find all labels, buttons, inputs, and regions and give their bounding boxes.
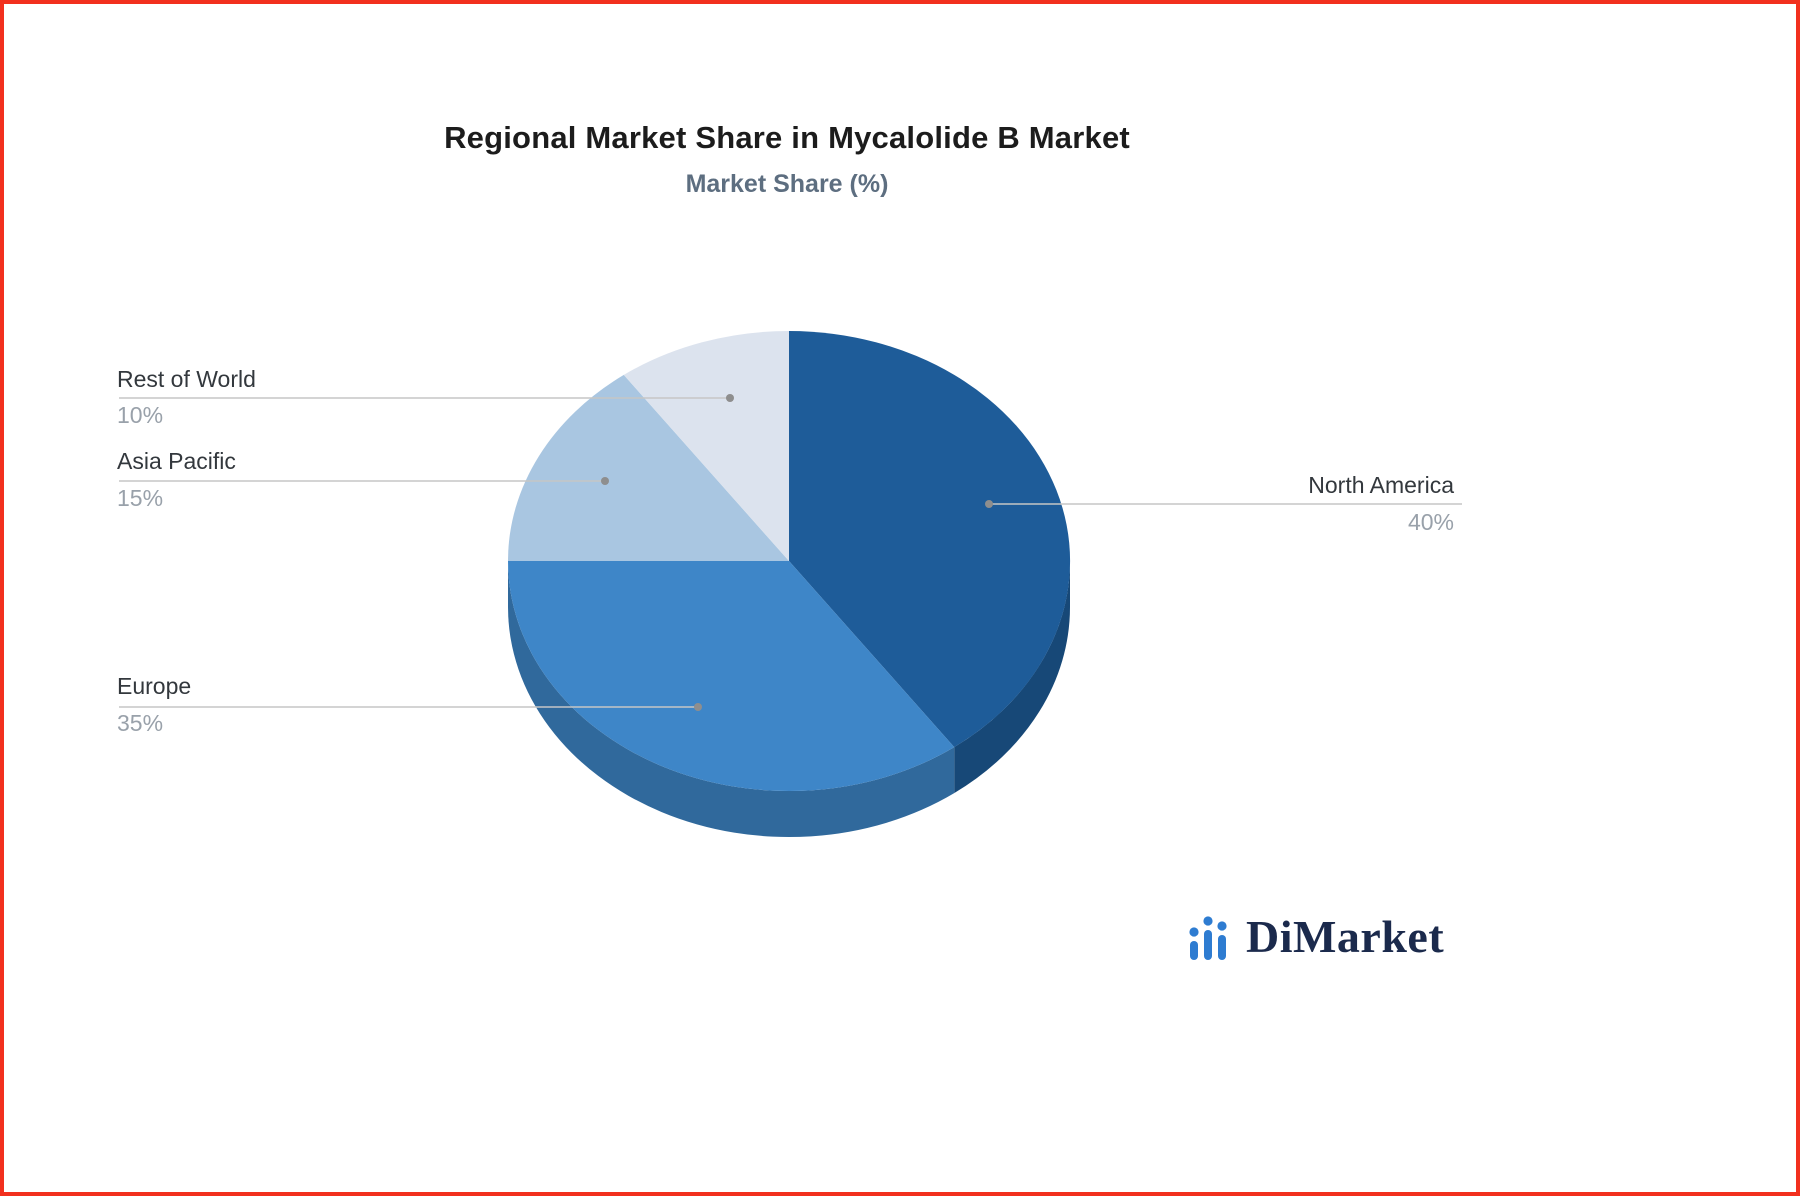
callout-label-north-america: North America — [1308, 472, 1454, 498]
bar-chart-logo-icon — [1189, 916, 1227, 960]
pie-slice-side-north-america — [954, 561, 1070, 794]
pie-slice-north-america — [789, 331, 1071, 748]
chart-title: Regional Market Share in Mycalolide B Ma… — [444, 120, 1130, 155]
pie-slice-side-europe — [507, 561, 955, 838]
callout-value-europe: 35% — [117, 710, 164, 736]
brand-logo: DiMarket — [1187, 907, 1444, 963]
callout-value-asia-pacific: 15% — [117, 485, 164, 511]
callout-label-asia-pacific: Asia Pacific — [117, 448, 236, 474]
callout-label-rest-of-world: Rest of World — [117, 366, 256, 392]
leader-dot-north-america — [985, 500, 993, 508]
pie-slice-rest-of-world — [623, 331, 789, 561]
pie-slices — [507, 331, 1071, 838]
brand-logo-text: DiMarket — [1246, 911, 1445, 962]
leader-dot-rest-of-world — [726, 394, 734, 402]
pie-slice-europe — [507, 561, 955, 792]
leader-dot-europe — [694, 703, 702, 711]
callout-leader-lines — [119, 394, 1462, 711]
callout-value-rest-of-world: 10% — [117, 402, 164, 428]
chart-subtitle: Market Share (%) — [685, 170, 889, 198]
pie-slice-asia-pacific — [508, 374, 789, 561]
leader-dot-asia-pacific — [601, 477, 609, 485]
callout-label-europe: Europe — [117, 673, 192, 699]
callout-value-north-america: 40% — [1407, 509, 1454, 535]
